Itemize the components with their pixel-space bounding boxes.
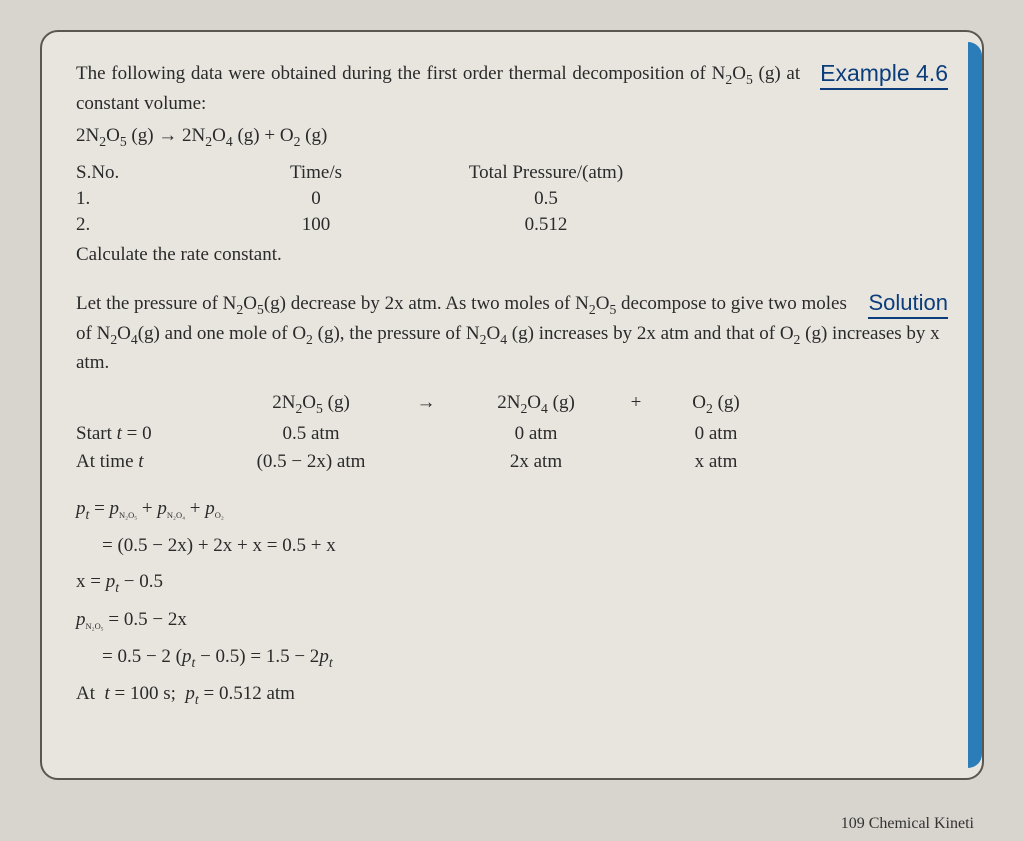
- row-label: Start t = 0: [76, 420, 226, 448]
- math-line: pN₂O₅ = 0.5 − 2x: [76, 603, 948, 638]
- arrow: →: [396, 389, 456, 420]
- ice-cell: 0 atm: [656, 420, 776, 448]
- table-cell: 100: [216, 212, 416, 238]
- example-box: Example 4.6 The following data were obta…: [40, 30, 984, 780]
- row-label: At time t: [76, 448, 226, 476]
- math-line: x = pt − 0.5: [76, 565, 948, 600]
- reaction-equation: 2N2O5 (g) → 2N2O4 (g) + O2 (g): [76, 125, 948, 150]
- plus: +: [616, 389, 656, 420]
- derivation: pt = pN₂O₅ + pN₂O₄ + pO₂ = (0.5 − 2x) + …: [76, 492, 948, 713]
- math-line: = (0.5 − 2x) + 2x + x = 0.5 + x: [76, 529, 948, 563]
- table-cell: 0.512: [416, 212, 676, 238]
- solution-section: Solution Let the pressure of N2O5(g) dec…: [76, 290, 948, 713]
- species: 2N2O4 (g): [456, 389, 616, 420]
- problem-section: Example 4.6 The following data were obta…: [76, 60, 948, 266]
- table-cell: 2.: [76, 212, 216, 238]
- math-line: = 0.5 − 2 (pt − 0.5) = 1.5 − 2pt: [76, 640, 948, 675]
- table-header: Time/s: [216, 160, 416, 186]
- ice-cell: x atm: [656, 448, 776, 476]
- table-cell: 0: [216, 186, 416, 212]
- right-accent-bar: [968, 42, 982, 768]
- table-header: S.No.: [76, 160, 216, 186]
- ice-cell: (0.5 − 2x) atm: [226, 448, 396, 476]
- problem-intro: The following data were obtained during …: [76, 60, 948, 117]
- example-label: Example 4.6: [820, 60, 948, 90]
- table-cell: 1.: [76, 186, 216, 212]
- page-footer: 109 Chemical Kineti: [841, 815, 974, 833]
- problem-prompt: Calculate the rate constant.: [76, 244, 948, 266]
- ice-cell: 0.5 atm: [226, 420, 396, 448]
- ice-cell: 2x atm: [456, 448, 616, 476]
- math-line: At t = 100 s; pt = 0.512 atm: [76, 677, 948, 712]
- species: O2 (g): [656, 389, 776, 420]
- species: 2N2O5 (g): [226, 389, 396, 420]
- solution-label: Solution: [868, 290, 948, 319]
- ice-cell: 0 atm: [456, 420, 616, 448]
- data-table: S.No. Time/s Total Pressure/(atm) 1. 0 0…: [76, 160, 948, 238]
- table-cell: 0.5: [416, 186, 676, 212]
- ice-table: 2N2O5 (g) → 2N2O4 (g) + O2 (g) Start t =…: [76, 389, 948, 476]
- solution-paragraph: Let the pressure of N2O5(g) decrease by …: [76, 290, 948, 377]
- table-header: Total Pressure/(atm): [416, 160, 676, 186]
- math-line: pt = pN₂O₅ + pN₂O₄ + pO₂: [76, 492, 948, 527]
